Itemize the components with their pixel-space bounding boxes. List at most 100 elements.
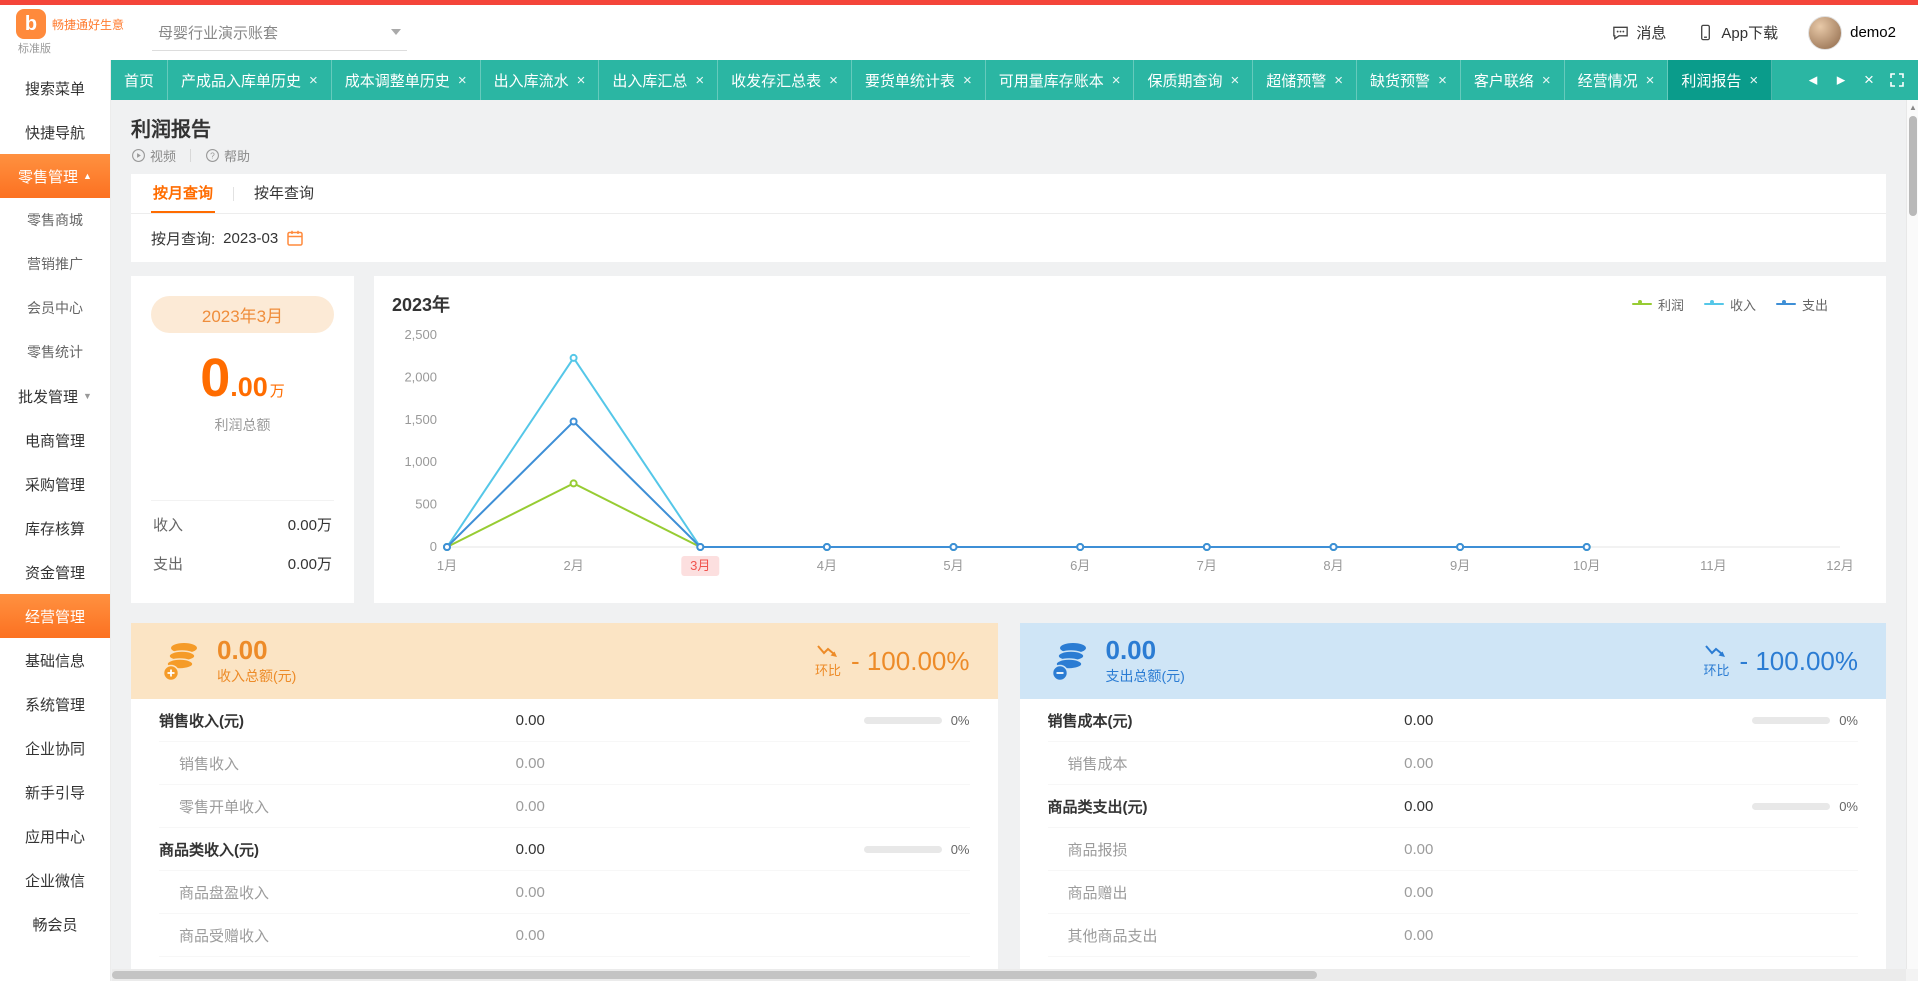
fullscreen-icon[interactable] <box>1884 67 1910 93</box>
tab-9[interactable]: 超储预警 × <box>1253 60 1358 100</box>
sidebar-item-19[interactable]: 畅会员 <box>32 916 78 934</box>
sidebar-item-13[interactable]: 基础信息 <box>24 652 85 670</box>
scroll-up-icon[interactable]: ▲ <box>1909 102 1917 112</box>
tab-close-icon[interactable]: × <box>1645 71 1655 89</box>
tab-close-icon[interactable]: × <box>1541 71 1551 89</box>
sidebar-item-11[interactable]: 资金管理 <box>24 564 85 582</box>
tab-5[interactable]: 收发存汇总表 × <box>718 60 852 100</box>
tab-close-icon[interactable]: × <box>1111 71 1121 89</box>
legend-marker <box>1703 300 1724 305</box>
app-download-button[interactable]: App下载 <box>1696 22 1778 43</box>
tab-close-icon[interactable]: × <box>1334 71 1344 89</box>
sidebar-item-2[interactable]: 零售管理 ▲ <box>0 154 110 198</box>
expense-coins-icon <box>1051 643 1086 682</box>
tab-0[interactable]: 首页 <box>111 60 169 100</box>
chart-title: 2023年 <box>392 295 451 315</box>
tab-close-icon[interactable]: × <box>695 71 705 89</box>
messages-label: 消息 <box>1636 25 1667 42</box>
income-row-3: 商品类收入(元) 0.00 0% <box>159 828 970 871</box>
calendar-icon[interactable] <box>286 229 304 247</box>
tab-6[interactable]: 要货单统计表 × <box>852 60 986 100</box>
page-help-links: 视频 ? 帮助 <box>131 146 1918 165</box>
sidebar-item-9[interactable]: 采购管理 <box>24 476 85 494</box>
sidebar-item-1[interactable]: 快捷导航 <box>24 124 85 142</box>
video-link[interactable]: 视频 <box>131 146 176 165</box>
tab-4[interactable]: 出入库汇总 × <box>599 60 719 100</box>
sidebar-item-3[interactable]: 零售商城 <box>27 212 83 228</box>
profit-total-label: 利润总额 <box>214 417 271 433</box>
tab-yearly-query[interactable]: 按年查询 <box>254 185 315 202</box>
legend-marker <box>1631 300 1652 305</box>
app-logo[interactable]: b 畅捷通好生意 标准版 <box>0 9 150 56</box>
month-picker-value[interactable]: 2023-03 <box>223 229 279 247</box>
vertical-scrollbar-thumb[interactable] <box>1909 116 1917 216</box>
tab-monthly-query[interactable]: 按月查询 <box>151 174 216 213</box>
sidebar-item-18[interactable]: 企业微信 <box>24 872 85 890</box>
tab-3[interactable]: 出入库流水 × <box>481 60 600 100</box>
tab-label: 成本调整单历史 <box>344 72 450 90</box>
sidebar-item-5[interactable]: 会员中心 <box>27 300 83 316</box>
query-panel: 按月查询 按年查询 按月查询: 2023-03 <box>131 174 1886 262</box>
sidebar-item-0[interactable]: 搜索菜单 <box>24 80 85 98</box>
horizontal-scrollbar-thumb[interactable] <box>112 971 1317 979</box>
tab-close-icon[interactable]: × <box>1749 71 1759 89</box>
tab-12[interactable]: 经营情况 × <box>1565 60 1669 100</box>
tab-close-icon[interactable]: × <box>1230 71 1240 89</box>
expense-row-5: 其他商品支出 0.00 <box>1047 914 1858 957</box>
tab-1[interactable]: 产成品入库单历史 × <box>168 60 332 100</box>
tab-close-icon[interactable]: × <box>309 71 318 89</box>
progress-bar <box>1752 716 1831 724</box>
tab-2[interactable]: 成本调整单历史 × <box>332 60 481 100</box>
sidebar-item-17[interactable]: 应用中心 <box>24 828 85 846</box>
tabs-close-all-icon[interactable]: × <box>1864 70 1874 89</box>
tab-10[interactable]: 缺货预警 × <box>1357 60 1461 100</box>
sidebar-item-4[interactable]: 营销推广 <box>27 256 83 272</box>
chevron-down-icon <box>391 29 401 35</box>
sidebar-item-6[interactable]: 零售统计 <box>27 344 83 360</box>
svg-text:4月: 4月 <box>817 558 837 573</box>
income-coins-icon <box>162 643 197 682</box>
account-selector[interactable]: 母婴行业演示账套 <box>152 15 407 51</box>
user-menu[interactable]: demo2 <box>1808 15 1896 50</box>
tab-label: 出入库汇总 <box>612 72 688 90</box>
sidebar-item-16[interactable]: 新手引导 <box>24 784 85 802</box>
messages-button[interactable]: 消息 <box>1611 22 1666 43</box>
tab-label: 要货单统计表 <box>864 72 955 90</box>
chart-card: 2023年 利润 收入 支出 0 500 1,000 1,500 2,000 2,500 1月 2… <box>374 276 1886 603</box>
sidebar-item-12[interactable]: 经营管理 <box>0 594 110 638</box>
tab-13[interactable]: 利润报告 × <box>1668 60 1773 100</box>
sidebar-item-15[interactable]: 企业协同 <box>24 740 85 758</box>
legend-item-2[interactable]: 支出 <box>1775 295 1828 314</box>
tab-11[interactable]: 客户联络 × <box>1461 60 1565 100</box>
legend-item-0[interactable]: 利润 <box>1631 295 1684 314</box>
tab-close-icon[interactable]: × <box>457 71 467 89</box>
tab-close-icon[interactable]: × <box>576 71 586 89</box>
horizontal-scrollbar[interactable] <box>112 969 1906 981</box>
legend-item-1[interactable]: 收入 <box>1703 295 1756 314</box>
tabs-scroll-right-icon[interactable]: ▸ <box>1836 70 1846 89</box>
vertical-scrollbar[interactable]: ▲ <box>1906 100 1918 969</box>
svg-text:3月: 3月 <box>690 558 710 573</box>
profit-line-chart[interactable]: 0 500 1,000 1,500 2,000 2,500 1月 2月 3月 4月 5月 6月 7月 8月… <box>392 321 1868 583</box>
sidebar-item-10[interactable]: 库存核算 <box>24 520 85 538</box>
tabs-scroll-left-icon[interactable]: ◂ <box>1808 70 1818 89</box>
tab-7[interactable]: 可用量库存账本 × <box>986 60 1135 100</box>
tab-close-icon[interactable]: × <box>1438 71 1447 89</box>
tab-close-icon[interactable]: × <box>962 71 972 89</box>
svg-text:1,000: 1,000 <box>404 454 437 469</box>
help-link[interactable]: ? 帮助 <box>205 146 250 165</box>
svg-text:12月: 12月 <box>1826 558 1853 573</box>
tab-8[interactable]: 保质期查询 × <box>1134 60 1254 100</box>
filter-label: 按月查询: <box>151 230 216 248</box>
expense-row-0: 销售成本(元) 0.00 0% <box>1047 699 1858 742</box>
tab-label: 出入库流水 <box>493 72 569 90</box>
divider <box>233 186 235 201</box>
sidebar-item-8[interactable]: 电商管理 <box>24 432 85 450</box>
divider <box>190 149 192 162</box>
sidebar-item-7[interactable]: 批发管理 ▼ <box>18 388 92 406</box>
svg-text:1,500: 1,500 <box>404 412 437 427</box>
sidebar-item-14[interactable]: 系统管理 <box>24 696 85 714</box>
svg-text:500: 500 <box>415 497 437 512</box>
tab-close-icon[interactable]: × <box>829 71 838 89</box>
ratio-label: 环比 <box>1703 663 1730 678</box>
